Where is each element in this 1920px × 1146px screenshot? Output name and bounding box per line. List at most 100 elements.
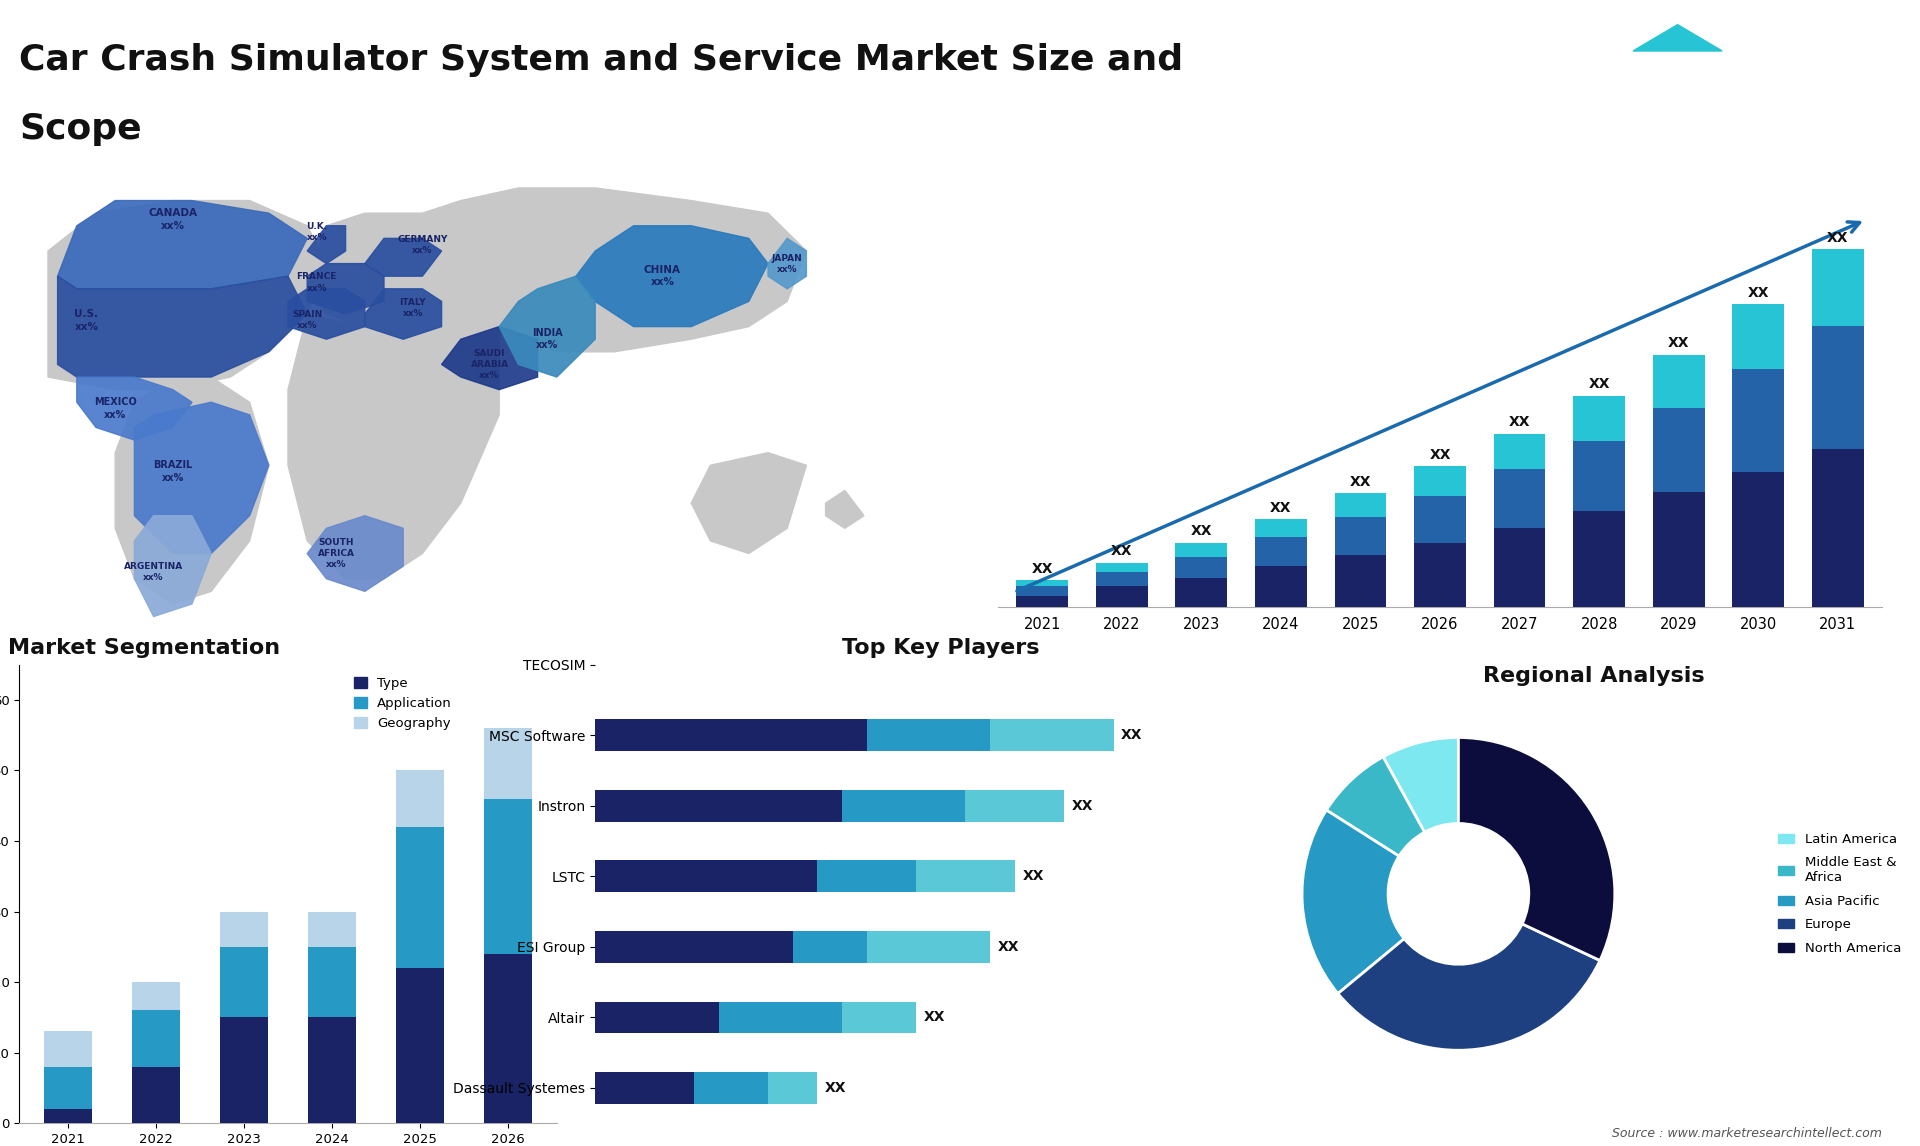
Text: XX: XX (1021, 870, 1044, 884)
Bar (1175, 557, 1227, 578)
Text: SOUTH
AFRICA
xx%: SOUTH AFRICA xx% (317, 537, 355, 570)
Bar (595, 931, 793, 963)
Bar (1096, 587, 1148, 607)
Bar (595, 861, 818, 893)
Polygon shape (1722, 25, 1812, 52)
Bar (1016, 587, 1068, 596)
Text: XX: XX (1071, 799, 1092, 813)
Bar (1175, 543, 1227, 557)
Bar (396, 827, 444, 968)
Bar (1572, 397, 1624, 441)
Bar (818, 861, 916, 893)
Text: GERMANY
xx%: GERMANY xx% (397, 235, 447, 254)
Bar (595, 720, 866, 751)
Text: XX: XX (1271, 501, 1292, 515)
Text: RESEARCH: RESEARCH (1793, 60, 1857, 69)
Polygon shape (1632, 25, 1722, 52)
Bar (966, 790, 1064, 822)
Text: XX: XX (1828, 230, 1849, 244)
Text: XX: XX (1031, 562, 1052, 575)
Bar (693, 1073, 768, 1104)
Bar (1653, 355, 1705, 408)
Bar (1732, 369, 1784, 472)
Text: Market Segmentation: Market Segmentation (8, 637, 280, 658)
Polygon shape (77, 377, 192, 440)
Bar (1732, 305, 1784, 369)
Polygon shape (134, 402, 269, 554)
Bar (866, 931, 991, 963)
Bar (1812, 250, 1864, 325)
Bar (916, 861, 1016, 893)
Text: CANADA
xx%: CANADA xx% (148, 209, 198, 230)
Text: SPAIN
xx%: SPAIN xx% (292, 311, 323, 330)
Bar (396, 968, 444, 1123)
Text: XX: XX (1747, 285, 1768, 300)
Polygon shape (307, 226, 346, 264)
Text: Scope: Scope (19, 112, 142, 147)
Polygon shape (422, 188, 806, 352)
Bar (1812, 449, 1864, 607)
Bar (484, 953, 532, 1123)
Text: XX: XX (924, 1011, 945, 1025)
Bar (1016, 580, 1068, 587)
Text: XX: XX (1509, 415, 1530, 429)
Polygon shape (58, 201, 307, 289)
Bar (396, 770, 444, 827)
Bar (1016, 596, 1068, 607)
Bar (1334, 494, 1386, 517)
Bar (1732, 472, 1784, 607)
Text: ITALY
xx%: ITALY xx% (399, 298, 426, 317)
Text: XX: XX (1588, 377, 1609, 391)
Bar (1256, 519, 1308, 537)
Polygon shape (134, 516, 211, 617)
Text: INDIA
xx%: INDIA xx% (532, 328, 563, 351)
Bar (132, 982, 180, 1011)
Polygon shape (365, 238, 442, 276)
Text: XX: XX (1190, 524, 1212, 539)
Bar (484, 799, 532, 953)
Polygon shape (691, 453, 806, 554)
Bar (1256, 566, 1308, 607)
Polygon shape (307, 516, 403, 591)
Bar (307, 1018, 357, 1123)
Text: FRANCE
xx%: FRANCE xx% (296, 273, 338, 292)
Bar (768, 1073, 818, 1104)
Bar (793, 931, 866, 963)
Text: Car Crash Simulator System and Service Market Size and: Car Crash Simulator System and Service M… (19, 42, 1183, 77)
Bar (1175, 578, 1227, 607)
Text: JAPAN
xx%: JAPAN xx% (772, 253, 803, 274)
Bar (307, 947, 357, 1018)
Bar (1494, 527, 1546, 607)
Bar (1415, 496, 1465, 543)
Bar (595, 790, 843, 822)
Bar (595, 1002, 718, 1034)
Polygon shape (442, 327, 538, 390)
Polygon shape (499, 276, 595, 377)
Bar (1572, 441, 1624, 511)
Polygon shape (307, 264, 384, 314)
Bar (991, 720, 1114, 751)
Text: XX: XX (826, 1081, 847, 1094)
Bar (1494, 469, 1546, 527)
Bar (718, 1002, 843, 1034)
Bar (1096, 572, 1148, 587)
Bar (595, 1073, 693, 1104)
Bar (843, 1002, 916, 1034)
Bar (219, 947, 269, 1018)
Polygon shape (576, 226, 768, 327)
Bar (843, 790, 966, 822)
Bar (1653, 493, 1705, 607)
Bar (44, 1109, 92, 1123)
Bar (1572, 511, 1624, 607)
Text: MARKET: MARKET (1807, 33, 1857, 42)
Text: U.S.
xx%: U.S. xx% (75, 309, 98, 331)
Text: CHINA
xx%: CHINA xx% (643, 265, 682, 288)
Polygon shape (58, 276, 307, 377)
Text: XX: XX (1121, 728, 1142, 743)
Polygon shape (826, 490, 864, 528)
Polygon shape (288, 289, 365, 339)
Polygon shape (307, 213, 480, 327)
Bar (1494, 433, 1546, 469)
Bar (1256, 537, 1308, 566)
Bar (1415, 543, 1465, 607)
